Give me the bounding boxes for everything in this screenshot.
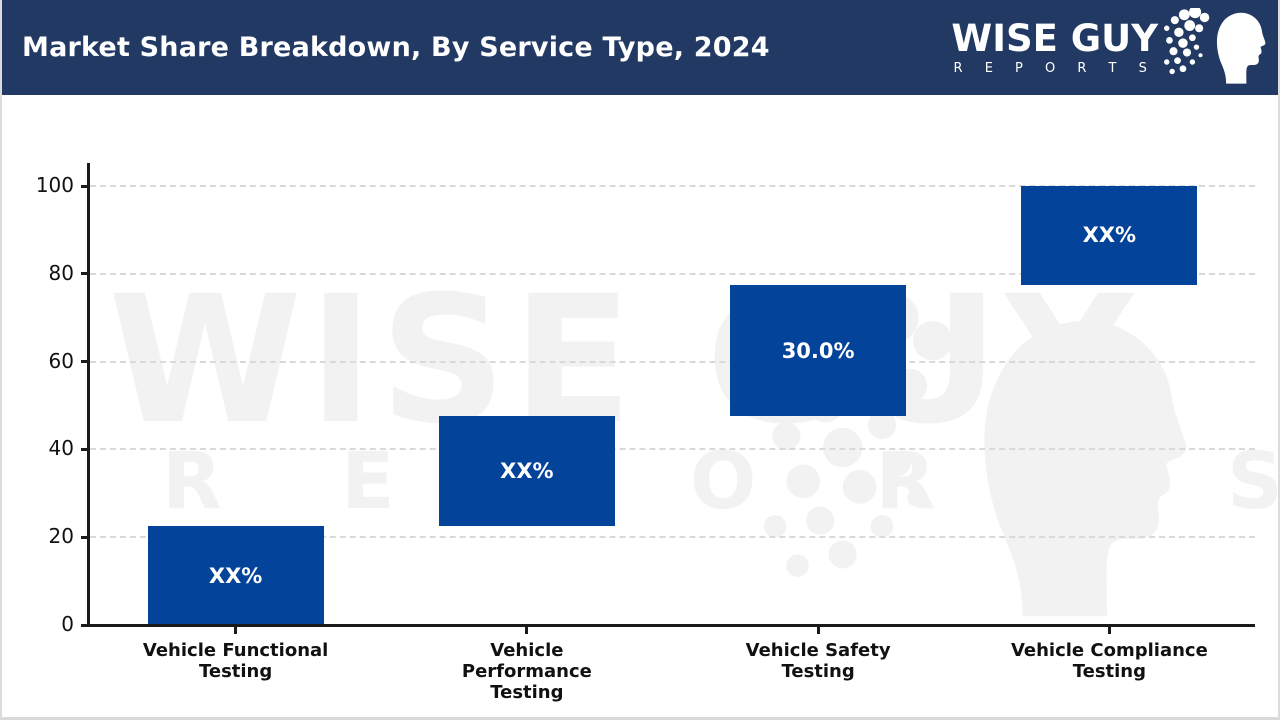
bar-value-label: XX% <box>1082 223 1137 248</box>
logo-subname: R E P O R T S <box>953 61 1156 76</box>
x-tick-2 <box>525 627 529 634</box>
category-label-1: Vehicle Functional Testing <box>142 640 329 683</box>
page-title: Market Share Breakdown, By Service Type,… <box>22 32 770 63</box>
gridline-40 <box>90 448 1255 451</box>
y-tick-label-40: 40 <box>48 436 74 461</box>
y-axis <box>87 163 90 627</box>
bar-value-label: XX% <box>208 563 263 588</box>
gridline-80 <box>90 272 1255 275</box>
y-tick-label-20: 20 <box>48 524 74 549</box>
bar-2: XX% <box>438 416 615 527</box>
category-label-4: Vehicle Compliance Testing <box>1010 640 1208 683</box>
bar-4: XX% <box>1021 186 1198 285</box>
bar-1: XX% <box>147 526 324 625</box>
x-tick-3 <box>816 627 820 634</box>
header-bar: Market Share Breakdown, By Service Type,… <box>2 0 1278 95</box>
category-label-2: Vehicle Performance Testing <box>461 640 592 704</box>
bar-3: 30.0% <box>730 284 907 417</box>
logo-name: WISE GUY <box>951 17 1158 60</box>
bar-value-label: XX% <box>500 459 554 484</box>
y-tick-label-80: 80 <box>48 260 74 285</box>
bar-value-label: 30.0% <box>781 338 855 363</box>
y-tick-0 <box>81 623 90 627</box>
y-tick-40 <box>81 447 90 451</box>
category-label-3: Vehicle Safety Testing <box>745 640 891 683</box>
y-tick-100 <box>81 184 90 188</box>
gridline-60 <box>90 360 1255 363</box>
y-tick-label-60: 60 <box>48 348 74 373</box>
x-tick-1 <box>234 627 238 634</box>
x-tick-4 <box>1107 627 1111 634</box>
y-tick-label-100: 100 <box>35 173 74 197</box>
wiseguy-head-icon <box>1164 7 1266 84</box>
logo-text: WISE GUY R E P O R T S <box>951 20 1158 76</box>
gridline-100 <box>90 185 1255 187</box>
y-tick-label-0: 0 <box>61 612 74 636</box>
y-tick-80 <box>81 272 90 276</box>
y-tick-20 <box>81 535 90 539</box>
x-axis <box>87 624 1255 627</box>
gridline-20 <box>90 536 1255 539</box>
y-tick-60 <box>81 360 90 364</box>
wiseguy-logo: WISE GUY R E P O R T S <box>951 4 1268 92</box>
